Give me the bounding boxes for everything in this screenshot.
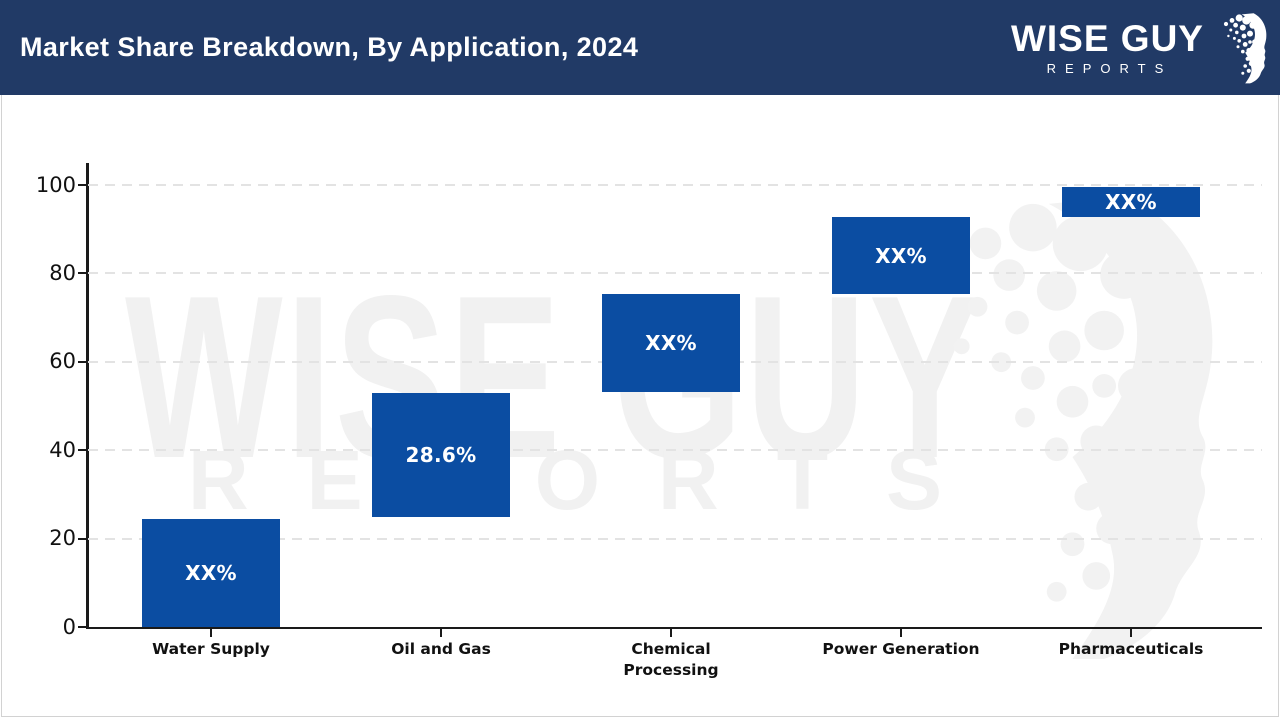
gridline-100	[88, 184, 1262, 186]
gridline-40	[88, 449, 1262, 452]
gridline-80	[88, 272, 1262, 275]
bar-value-label-power-generation: XX%	[875, 243, 927, 268]
x-category-label-water-supply: Water Supply	[152, 640, 270, 658]
gridline-20	[88, 537, 1262, 540]
y-tick-label-0: 0	[62, 614, 76, 639]
x-category-label-oil-and-gas: Oil and Gas	[391, 640, 491, 658]
x-tick-mark-oil-and-gas	[439, 629, 443, 637]
y-tick-mark-80	[78, 272, 87, 275]
bar-oil-and-gas: 28.6%	[372, 393, 510, 517]
x-tick-mark-water-supply	[209, 629, 213, 637]
y-tick-label-60: 60	[49, 349, 76, 374]
y-tick-label-20: 20	[49, 526, 76, 551]
bar-value-label-oil-and-gas: 28.6%	[405, 443, 477, 468]
bar-chemical-processing: XX%	[602, 294, 740, 393]
x-category-label-power-generation: Power Generation	[822, 640, 980, 658]
y-tick-mark-60	[78, 360, 87, 363]
bar-power-generation: XX%	[832, 217, 970, 295]
bar-value-label-chemical-processing: XX%	[645, 331, 697, 356]
y-tick-label-80: 80	[49, 260, 76, 285]
logo-head-profile-icon	[1208, 9, 1268, 87]
y-tick-mark-100	[78, 184, 87, 186]
x-tick-mark-pharmaceuticals	[1129, 629, 1133, 637]
y-tick-mark-40	[78, 449, 87, 452]
x-tick-mark-chemical-processing	[669, 629, 673, 637]
y-tick-label-100: 100	[35, 172, 76, 197]
bar-pharmaceuticals: XX%	[1062, 187, 1200, 218]
x-category-label-pharmaceuticals: Pharmaceuticals	[1058, 640, 1204, 658]
x-tick-mark-power-generation	[899, 629, 903, 637]
logo-wordmark: WISE GUY	[1010, 18, 1204, 60]
y-axis	[86, 163, 89, 629]
chart-title: Market Share Breakdown, By Application, …	[20, 32, 639, 62]
x-category-label-chemical-processing: Chemical Processing	[623, 640, 719, 679]
bar-water-supply: XX%	[142, 518, 280, 627]
header-bar: Market Share Breakdown, By Application, …	[0, 0, 1280, 95]
bar-value-label-water-supply: XX%	[185, 560, 237, 585]
wise-guy-reports-logo: WISE GUY REPORTS	[1011, 7, 1268, 89]
y-tick-mark-0	[78, 626, 87, 628]
y-tick-label-40: 40	[49, 437, 76, 462]
logo-text: WISE GUY REPORTS	[1010, 18, 1204, 76]
bar-value-label-pharmaceuticals: XX%	[1105, 190, 1157, 215]
y-tick-mark-20	[78, 537, 87, 540]
x-axis	[86, 626, 1262, 629]
logo-subtext: REPORTS	[1046, 60, 1173, 76]
